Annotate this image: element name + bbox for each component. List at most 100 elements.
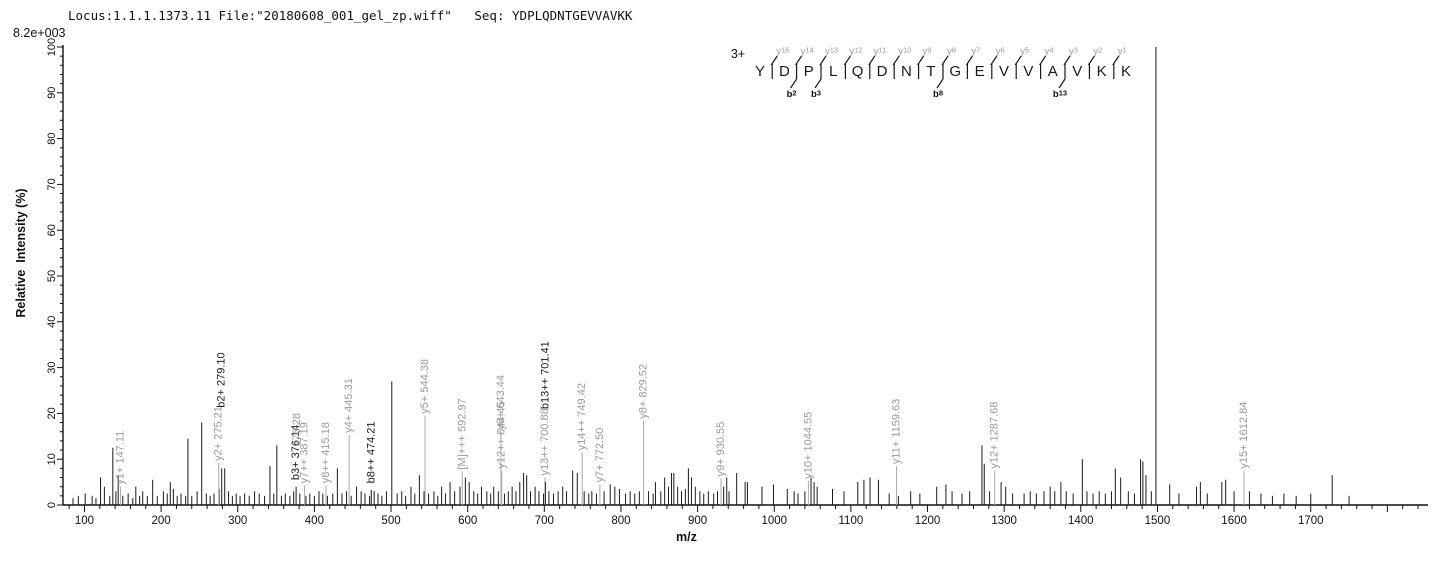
- b-ion-label: b13: [1053, 89, 1067, 101]
- y-tick-label: 30: [46, 361, 58, 373]
- residue-letter: D: [877, 63, 888, 80]
- precursor-charge: 3+: [731, 47, 745, 61]
- peak-label: y14++ 749.42: [576, 383, 588, 450]
- x-tick-label: 1300: [991, 515, 1017, 527]
- y-ion-label: y11: [874, 46, 887, 58]
- y-tick-label: 80: [46, 132, 58, 144]
- y-tick-label: 10: [46, 453, 58, 465]
- residue-letter: A: [1048, 63, 1058, 80]
- x-tick-label: 100: [75, 515, 94, 527]
- y-ion-label: y2: [1093, 46, 1102, 58]
- y-ion-label: y14: [801, 46, 814, 58]
- residue-letter: E: [975, 63, 985, 80]
- y-ion-slash: [770, 55, 778, 66]
- y-ion-slash: [1014, 55, 1022, 66]
- y-ion-label: y1: [1118, 46, 1127, 58]
- y-ion-label: y7: [971, 46, 980, 58]
- peak-label: 376.28: [291, 413, 303, 447]
- b-ion-slash: [1058, 78, 1066, 89]
- y-ion-slash: [941, 55, 949, 66]
- y-ion-label: y13: [825, 46, 838, 58]
- y-ion-label: y4: [1045, 46, 1054, 58]
- y-ion-slash: [795, 55, 803, 66]
- peak-label: y4+ 445.31: [343, 378, 355, 433]
- residue-letter: K: [1121, 63, 1131, 80]
- x-tick-label: 1100: [839, 515, 864, 527]
- x-tick-label: 1700: [1298, 515, 1324, 527]
- peak-label: y11+ 1159.63: [891, 399, 903, 464]
- y-ion-slash: [819, 55, 827, 66]
- y-ion-label: y6: [996, 46, 1005, 58]
- y-tick-label: 70: [46, 178, 58, 190]
- peak-label: b2+ 279.10: [216, 352, 228, 407]
- x-tick-label: 800: [611, 515, 630, 527]
- residue-letter: T: [926, 63, 935, 80]
- residue-letter: D: [779, 63, 790, 80]
- residue-letter: V: [999, 63, 1009, 80]
- x-tick-label: 1200: [915, 515, 941, 527]
- residue-letter: G: [949, 63, 961, 80]
- x-tick-label: 500: [381, 515, 400, 527]
- b-ion-slash: [814, 78, 822, 89]
- y-ion-label: y9: [923, 46, 932, 58]
- y-ion-label: y3: [1069, 46, 1078, 58]
- x-tick-label: 200: [152, 515, 171, 527]
- peak-label: y7++ 387.19: [299, 422, 311, 483]
- y-ion-label: y12: [849, 46, 862, 58]
- peak-label: b13++ 701.41: [539, 341, 551, 409]
- y-ion-slash: [1039, 55, 1047, 66]
- peak-label: [M]+++ 592.97: [456, 398, 468, 469]
- peak-label: y13++ 700.88: [539, 408, 551, 475]
- peak-label: y6+ 643.44: [495, 375, 507, 430]
- residue-letter: N: [901, 63, 912, 80]
- y-ion-slash: [843, 55, 851, 66]
- peak-label: y9+ 930.55: [715, 422, 727, 477]
- peak-label: b8++ 474.21: [365, 422, 377, 484]
- y-ion-slash: [868, 55, 876, 66]
- y-tick-label: 40: [46, 316, 58, 328]
- peak-label: y8++ 415.18: [320, 422, 332, 483]
- x-axis-title: m/z: [676, 530, 697, 544]
- residue-letter: V: [1072, 63, 1082, 80]
- y-ion-slash: [1063, 55, 1071, 66]
- y-tick-label: 60: [46, 224, 58, 236]
- y-tick-label: 90: [46, 87, 58, 99]
- y-ion-slash: [892, 55, 900, 66]
- y-ion-label: y10: [898, 46, 911, 58]
- y-tick-label: 20: [46, 407, 58, 419]
- x-tick-label: 300: [228, 515, 247, 527]
- x-tick-label: 600: [458, 515, 477, 527]
- y-tick-label: 50: [46, 270, 58, 282]
- intensity-scale-note: 8.2e+003: [13, 26, 66, 40]
- spectrum-title: Locus:1.1.1.1373.11 File:"20180608_001_g…: [68, 8, 633, 23]
- x-tick-label: 1400: [1068, 515, 1094, 527]
- y-axis-title: Relative Intensity (%): [14, 188, 28, 318]
- x-tick-label: 900: [688, 515, 707, 527]
- y-tick-label: 100: [46, 38, 58, 56]
- x-tick-label: 700: [535, 515, 554, 527]
- y-tick-label: 0: [46, 502, 58, 508]
- peak-label: y7+ 772.50: [594, 428, 606, 483]
- y-ion-label: y5: [1020, 46, 1029, 58]
- peak-label: y2+ 275.21: [213, 406, 225, 461]
- b-ion-slash: [790, 78, 798, 89]
- x-tick-label: 400: [305, 515, 324, 527]
- b-ion-label: b8: [933, 89, 943, 101]
- x-tick-label: 1500: [1145, 515, 1171, 527]
- residue-letter: Q: [852, 63, 864, 80]
- residue-letter: Y: [755, 63, 765, 80]
- x-tick-label: 1000: [761, 515, 787, 527]
- b-ion-slash: [936, 78, 944, 89]
- peak-label: y5+ 544.38: [419, 359, 431, 414]
- peak-label: y15+ 1612.84: [1238, 402, 1250, 469]
- y-ion-slash: [965, 55, 973, 66]
- y-ion-label: y15: [776, 46, 789, 58]
- peak-label: b3+ 376.14: [290, 425, 302, 480]
- peak-label: y10+ 1044.55: [802, 412, 814, 479]
- peak-label: y12++ 644.45: [496, 401, 508, 468]
- x-tick-label: 1600: [1221, 515, 1247, 527]
- residue-letter: K: [1097, 63, 1107, 80]
- b-ion-label: b3: [811, 89, 821, 101]
- residue-letter: P: [804, 63, 814, 80]
